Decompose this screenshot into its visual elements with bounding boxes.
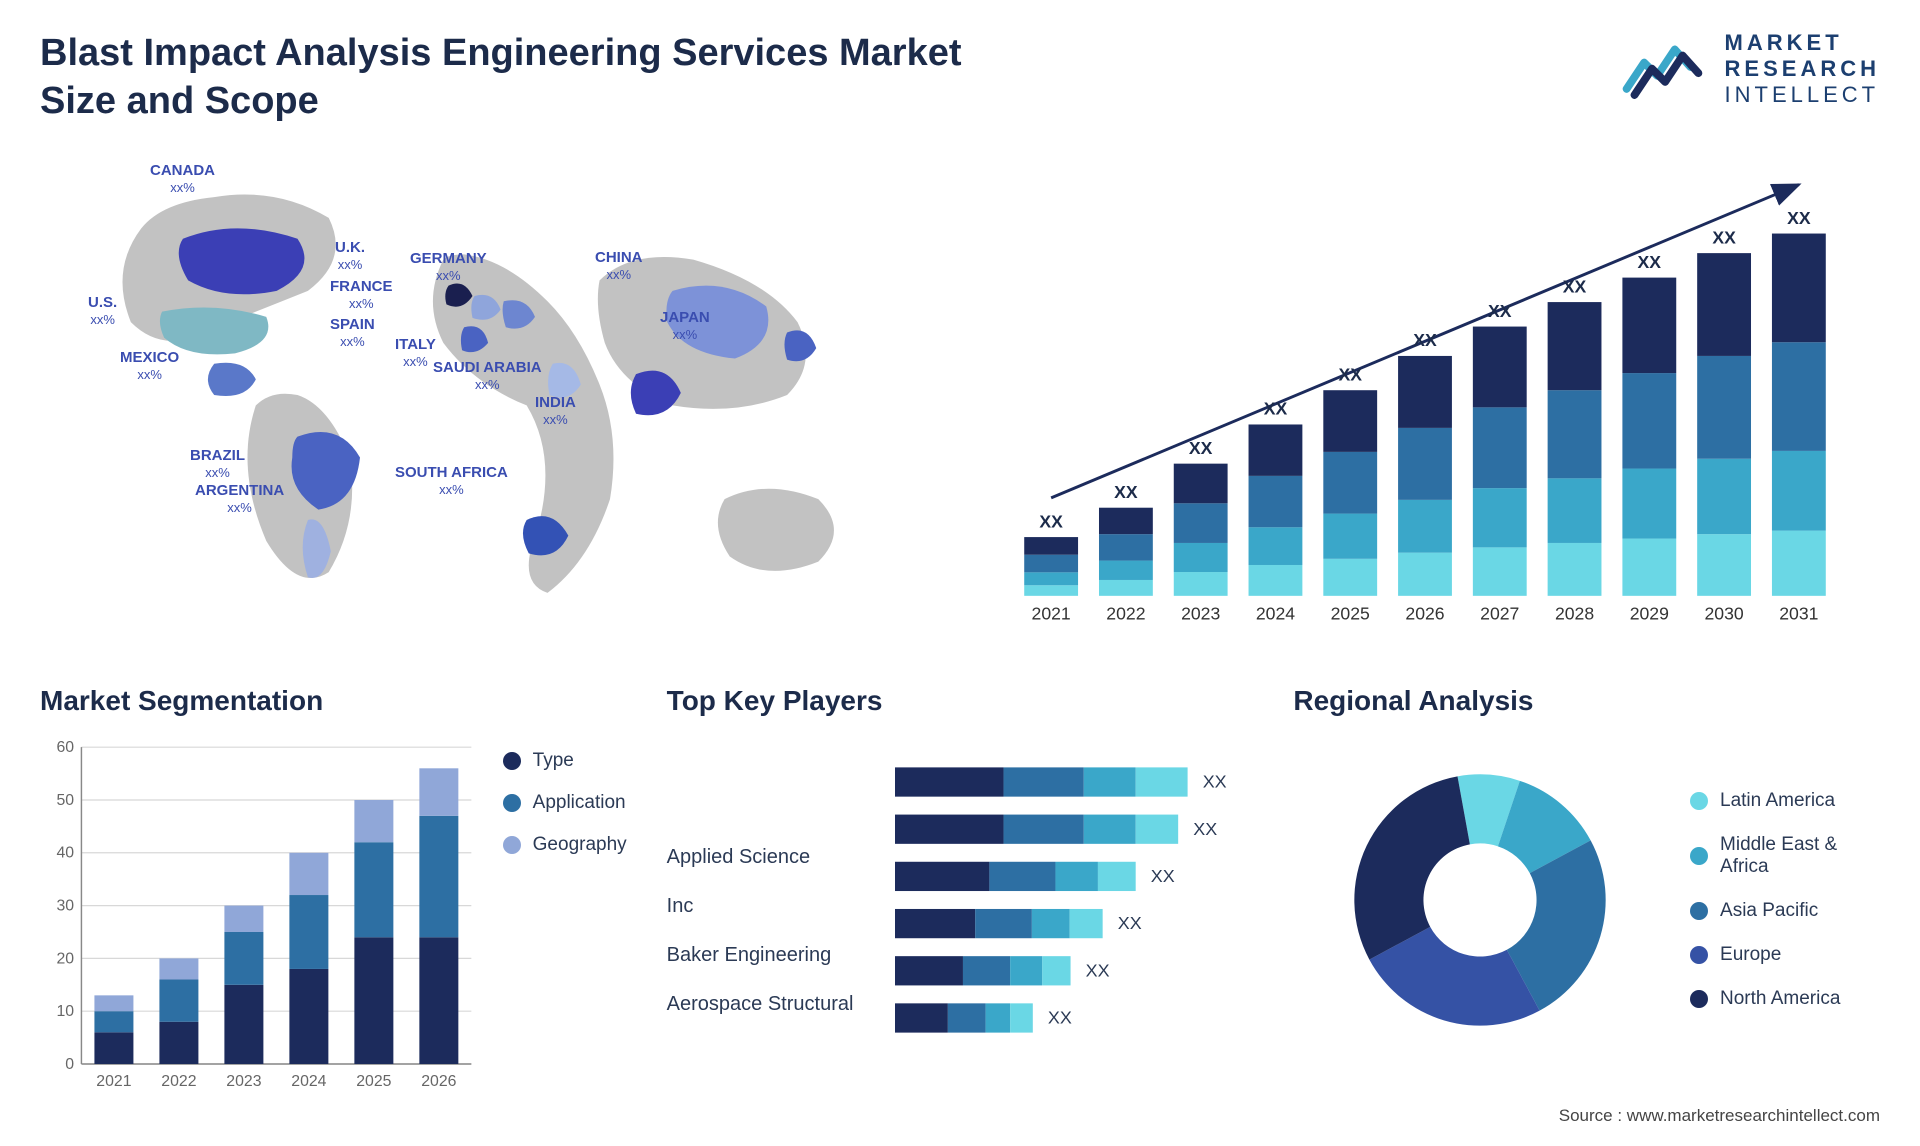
svg-text:XX: XX — [1085, 960, 1109, 980]
svg-text:2025: 2025 — [1331, 603, 1370, 623]
svg-text:2031: 2031 — [1779, 603, 1818, 623]
players-labels: Applied ScienceIncBaker EngineeringAeros… — [667, 735, 877, 1035]
regional-title: Regional Analysis — [1293, 685, 1880, 717]
map-label: JAPANxx% — [660, 310, 710, 343]
svg-text:XX: XX — [1202, 772, 1226, 792]
brand-logo: MARKET RESEARCH INTELLECT — [1621, 30, 1880, 108]
map-label: BRAZILxx% — [190, 448, 245, 481]
regional-legend: Latin America Middle East & Africa Asia Pa… — [1690, 790, 1880, 1010]
legend-item: Middle East & Africa — [1690, 834, 1880, 878]
source-attribution: Source : www.marketresearchintellect.com — [1559, 1106, 1880, 1126]
svg-text:2022: 2022 — [1106, 603, 1145, 623]
svg-text:50: 50 — [57, 792, 75, 809]
players-panel: Top Key Players Applied ScienceIncBaker … — [667, 685, 1254, 1065]
svg-text:XX: XX — [1117, 913, 1141, 933]
player-label: Inc — [667, 882, 877, 931]
player-label: Baker Engineering — [667, 931, 877, 980]
svg-text:XX: XX — [1338, 364, 1362, 384]
svg-text:XX: XX — [1488, 301, 1512, 321]
svg-text:20: 20 — [57, 950, 75, 967]
map-label: GERMANYxx% — [410, 251, 487, 284]
svg-text:2028: 2028 — [1555, 603, 1594, 623]
player-label: Aerospace Structural — [667, 980, 877, 1029]
svg-text:XX: XX — [1189, 438, 1213, 458]
players-title: Top Key Players — [667, 685, 1254, 717]
svg-text:10: 10 — [57, 1003, 75, 1020]
svg-text:XX: XX — [1563, 276, 1587, 296]
svg-text:XX: XX — [1712, 227, 1736, 247]
svg-text:XX: XX — [1264, 399, 1288, 419]
map-label: U.K.xx% — [335, 240, 365, 273]
legend-item: Application — [503, 792, 627, 814]
svg-text:XX: XX — [1413, 330, 1437, 350]
svg-text:2023: 2023 — [226, 1073, 261, 1090]
svg-text:2021: 2021 — [1032, 603, 1071, 623]
map-label: SAUDI ARABIAxx% — [433, 360, 542, 393]
segmentation-legend: Type Application Geography — [503, 735, 627, 1101]
legend-item: Geography — [503, 834, 627, 856]
svg-text:XX: XX — [1048, 1008, 1072, 1028]
regional-donut-chart — [1335, 755, 1625, 1045]
legend-item: Latin America — [1690, 790, 1880, 812]
svg-text:XX: XX — [1114, 482, 1138, 502]
players-chart: XX XX XX XX XX XX — [895, 735, 1254, 1065]
map-label: INDIAxx% — [535, 395, 576, 428]
svg-text:2024: 2024 — [291, 1073, 326, 1090]
legend-item: Europe — [1690, 944, 1880, 966]
map-label: CANADAxx% — [150, 163, 215, 196]
segmentation-title: Market Segmentation — [40, 685, 627, 717]
svg-text:2030: 2030 — [1704, 603, 1743, 623]
legend-item: Type — [503, 750, 627, 772]
map-label: ITALYxx% — [395, 337, 436, 370]
svg-text:2026: 2026 — [421, 1073, 456, 1090]
segmentation-chart: 0 10 20 30 40 50 60 2021 2022 2023 2024 2025 2026 — [40, 735, 479, 1101]
forecast-bar-chart: XX 2021 XX 2022 XX 2023 XX 2024 XX 2025 XX 2026 XX 20… — [970, 145, 1880, 645]
logo-mark-icon — [1621, 32, 1711, 107]
svg-text:60: 60 — [57, 739, 75, 756]
map-label: SPAINxx% — [330, 317, 375, 350]
svg-text:2025: 2025 — [356, 1073, 391, 1090]
player-label — [667, 784, 877, 833]
svg-text:XX: XX — [1039, 511, 1063, 531]
map-label: ARGENTINAxx% — [195, 483, 284, 516]
map-label: MEXICOxx% — [120, 350, 179, 383]
map-label: SOUTH AFRICAxx% — [395, 465, 508, 498]
segmentation-panel: Market Segmentation 01020304050602021202… — [40, 685, 627, 1065]
svg-text:2024: 2024 — [1256, 603, 1295, 623]
svg-text:2029: 2029 — [1630, 603, 1669, 623]
svg-text:30: 30 — [57, 897, 75, 914]
svg-text:40: 40 — [57, 845, 75, 862]
page-title: Blast Impact Analysis Engineering Servic… — [40, 30, 1040, 125]
map-label: U.S.xx% — [88, 295, 117, 328]
regional-panel: Regional Analysis Latin America Middle Ea… — [1293, 685, 1880, 1065]
player-label: Applied Science — [667, 833, 877, 882]
world-map-icon — [40, 145, 930, 645]
logo-text: MARKET RESEARCH INTELLECT — [1725, 30, 1880, 108]
map-label: FRANCExx% — [330, 279, 393, 312]
svg-text:2023: 2023 — [1181, 603, 1220, 623]
svg-text:2027: 2027 — [1480, 603, 1519, 623]
svg-text:2021: 2021 — [96, 1073, 131, 1090]
svg-text:XX: XX — [1638, 252, 1662, 272]
player-label — [667, 735, 877, 784]
legend-item: Asia Pacific — [1690, 900, 1880, 922]
svg-text:XX: XX — [1150, 866, 1174, 886]
svg-text:XX: XX — [1787, 208, 1811, 228]
map-label: CHINAxx% — [595, 250, 643, 283]
world-map-panel: CANADAxx% U.S.xx%MEXICOxx% BRAZILxx%ARGENT… — [40, 145, 930, 645]
svg-text:XX: XX — [1193, 819, 1217, 839]
svg-text:2022: 2022 — [161, 1073, 196, 1090]
legend-item: North America — [1690, 988, 1880, 1010]
svg-text:0: 0 — [65, 1056, 74, 1073]
svg-text:2026: 2026 — [1405, 603, 1444, 623]
